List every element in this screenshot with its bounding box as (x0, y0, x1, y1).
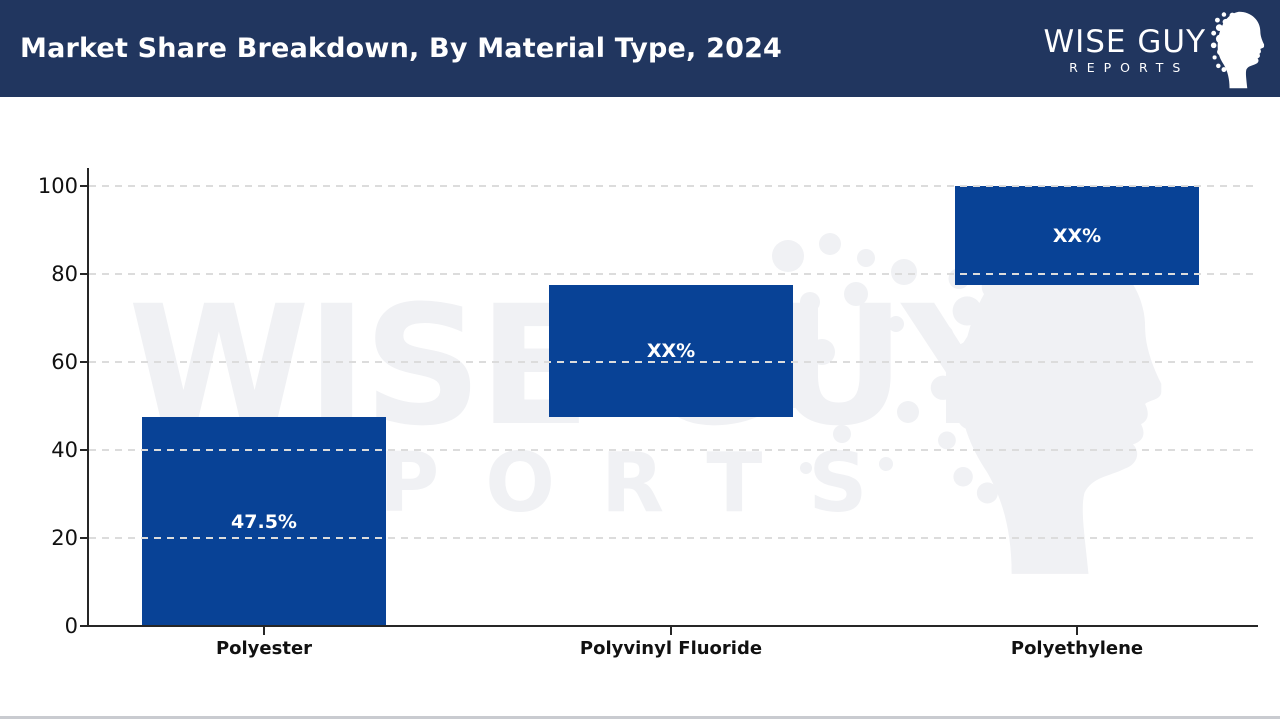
x-category-label: Polyvinyl Fluoride (579, 638, 763, 659)
y-tick-label-80: 80 (51, 262, 78, 286)
header-band: Market Share Breakdown, By Material Type… (0, 0, 1280, 97)
brand-subtitle: REPORTS (1069, 60, 1190, 75)
gridline-40 (89, 449, 1256, 451)
x-tick-2 (670, 627, 672, 635)
y-tick-20 (80, 537, 89, 539)
bottom-rule (0, 716, 1280, 719)
y-tick-label-60: 60 (51, 350, 78, 374)
brand-name: WISE GUY (1043, 24, 1206, 60)
bar-polyvinyl-fluoride: XX% (549, 285, 793, 417)
bar-value-label: 47.5% (231, 510, 297, 533)
brand-logo: WISE GUY REPORTS (1043, 7, 1266, 93)
y-tick-label-100: 100 (37, 174, 78, 198)
x-category-label: Polyethylene (1010, 638, 1144, 659)
y-tick-80 (80, 273, 89, 275)
y-tick-label-0: 0 (64, 614, 78, 638)
x-axis-line (87, 625, 1258, 627)
dotted-head-icon (1208, 8, 1266, 92)
x-tick-3 (1076, 627, 1078, 635)
gridline-20 (89, 537, 1256, 539)
bar-value-label: XX% (1052, 224, 1102, 247)
x-category-label: Polyester (215, 638, 313, 659)
gridline-100 (89, 185, 1256, 187)
y-tick-60 (80, 361, 89, 363)
gridline-80 (89, 273, 1256, 275)
bar-polyethylene: XX% (955, 186, 1199, 285)
x-tick-1 (263, 627, 265, 635)
y-tick-40 (80, 449, 89, 451)
gridline-60 (89, 361, 1256, 363)
page-title: Market Share Breakdown, By Material Type… (20, 33, 783, 64)
y-axis-line (87, 168, 89, 627)
y-tick-0 (80, 625, 89, 627)
y-tick-label-40: 40 (51, 438, 78, 462)
y-tick-label-20: 20 (51, 526, 78, 550)
brand-logo-text: WISE GUY REPORTS (1043, 25, 1206, 75)
bar-polyester: 47.5% (142, 417, 386, 626)
bar-value-label: XX% (646, 340, 696, 362)
y-tick-100 (80, 185, 89, 187)
